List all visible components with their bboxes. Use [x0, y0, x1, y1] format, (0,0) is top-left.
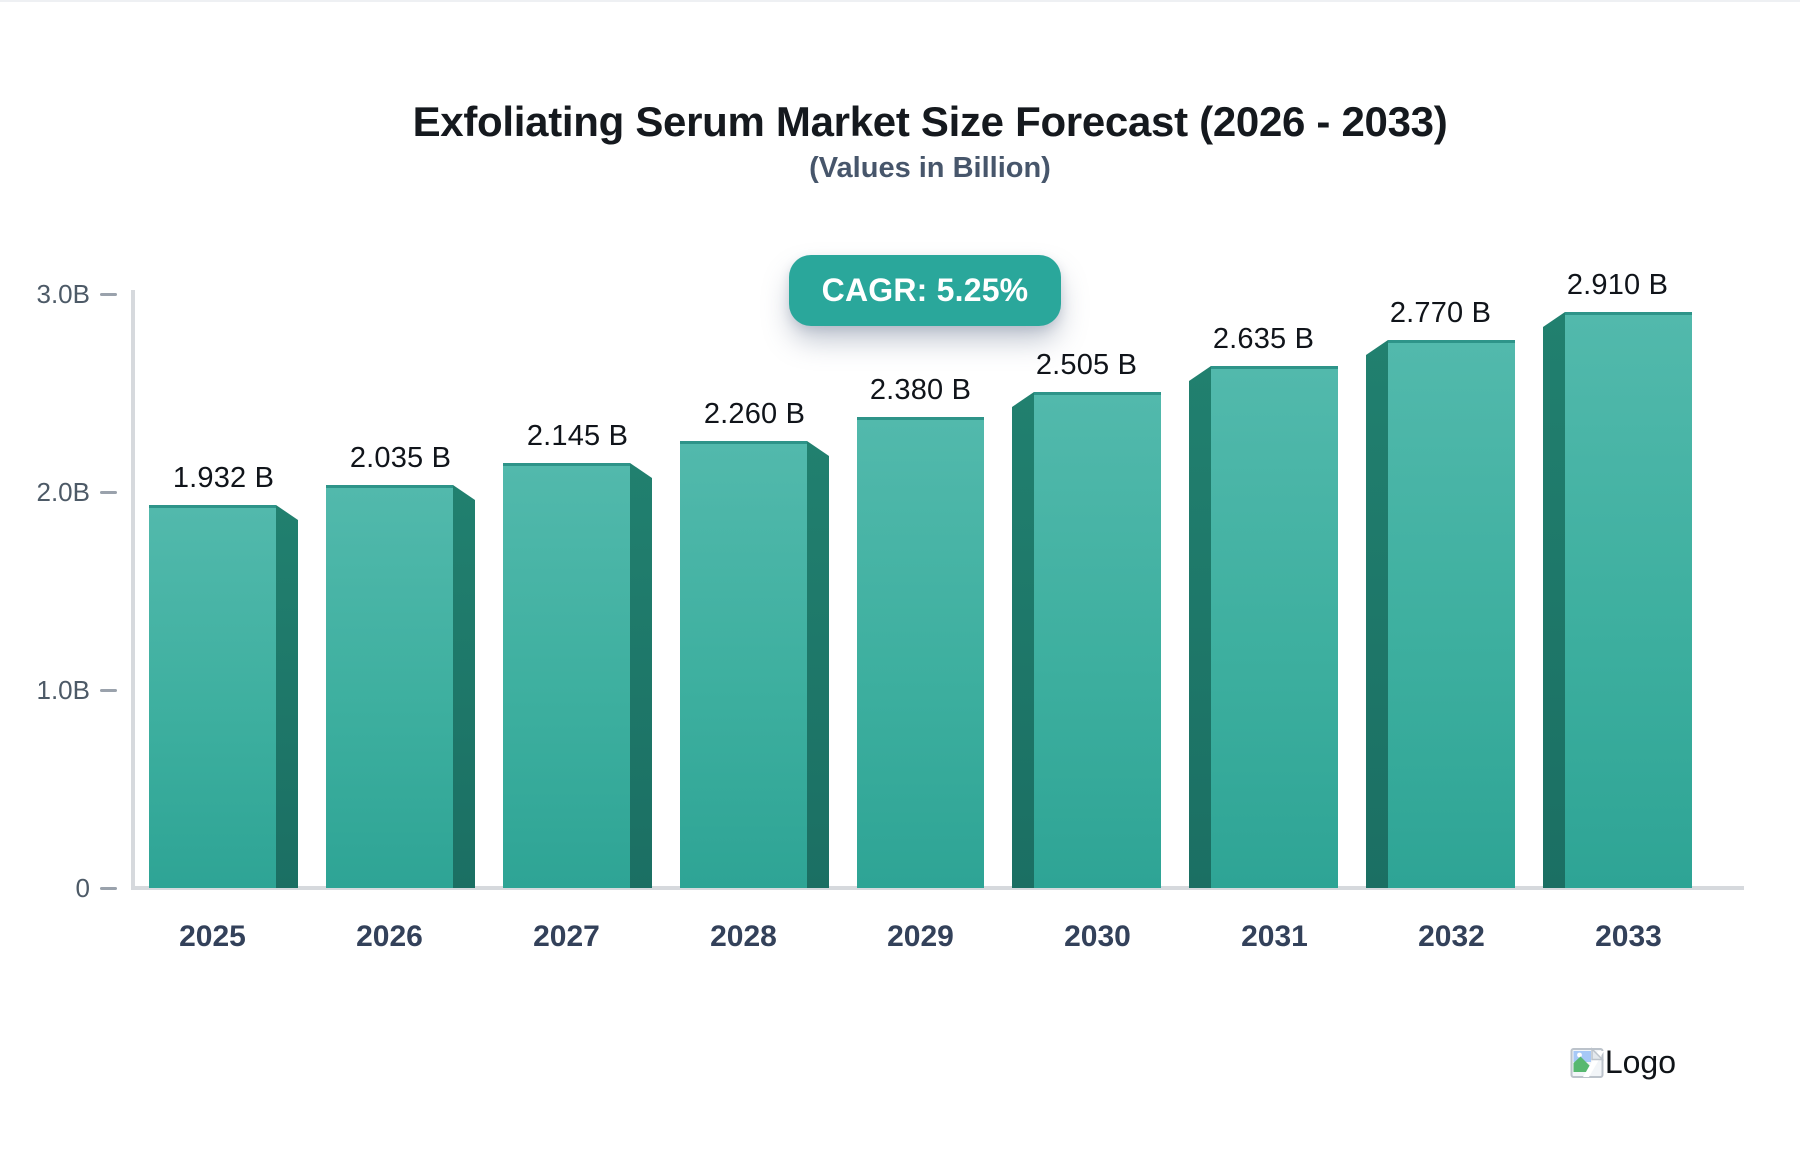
bar-value-label: 2.145 B — [526, 420, 629, 452]
bar-face — [503, 463, 630, 888]
bar-face — [857, 417, 984, 888]
bar-side — [276, 505, 298, 888]
bar-side — [1543, 312, 1565, 888]
y-tick-label: 3.0B — [36, 279, 91, 309]
y-tick-dash — [100, 490, 117, 494]
bar-side — [453, 485, 475, 888]
x-axis-label-2029: 2029 — [887, 920, 954, 953]
bar-value-label: 2.380 B — [869, 374, 972, 406]
bar-value-label: 2.505 B — [1035, 349, 1138, 381]
bar-2031 — [1189, 366, 1338, 888]
bar-face — [1565, 312, 1692, 888]
bar-2025 — [149, 505, 298, 888]
bar-value-label: 2.260 B — [703, 398, 806, 430]
y-tick-dash — [100, 688, 117, 692]
x-axis-label-2032: 2032 — [1418, 920, 1485, 953]
x-axis-label-2027: 2027 — [533, 920, 600, 953]
bar-face — [680, 441, 807, 888]
bar-value-label: 2.910 B — [1566, 269, 1669, 301]
logo: Logo — [1570, 1042, 1676, 1082]
bar-face — [1211, 366, 1338, 888]
broken-image-icon — [1570, 1047, 1604, 1078]
y-tick-dash — [100, 886, 117, 890]
bar-face — [1034, 392, 1161, 888]
bar-side — [630, 463, 652, 888]
chart-subtitle: (Values in Billion) — [809, 152, 1051, 184]
x-axis-label-2026: 2026 — [356, 920, 423, 953]
bar-value-label: 2.635 B — [1212, 323, 1315, 355]
bar-face — [1388, 340, 1515, 888]
bar-2026 — [326, 485, 475, 888]
bar-2028 — [680, 441, 829, 888]
x-axis-label-2025: 2025 — [179, 920, 246, 953]
logo-text: Logo — [1604, 1044, 1676, 1080]
y-tick-dash — [100, 292, 117, 296]
x-axis-label-2028: 2028 — [710, 920, 777, 953]
x-axis-label-2031: 2031 — [1241, 920, 1308, 953]
bar-value-label: 2.770 B — [1389, 297, 1492, 329]
bar-2033 — [1543, 312, 1692, 888]
bar-2032 — [1366, 340, 1515, 888]
bar-value-label: 1.932 B — [172, 462, 275, 494]
y-tick-label: 1.0B — [36, 675, 91, 705]
bar-face — [149, 505, 276, 888]
bar-face — [326, 485, 453, 888]
x-axis-line — [131, 886, 1744, 890]
bar-side — [807, 441, 829, 888]
bar-side — [1189, 366, 1211, 888]
bar-2027 — [503, 463, 652, 888]
bar-side — [1366, 340, 1388, 888]
x-axis-label-2030: 2030 — [1064, 920, 1131, 953]
chart-title: Exfoliating Serum Market Size Forecast (… — [412, 98, 1448, 145]
bar-2030 — [1012, 392, 1161, 888]
y-tick-label: 2.0B — [36, 477, 91, 507]
y-tick-label: 0 — [75, 873, 90, 903]
bar-value-label: 2.035 B — [349, 442, 452, 474]
bar-2029 — [857, 417, 984, 888]
cagr-badge: CAGR: 5.25% — [789, 255, 1061, 326]
y-axis-line — [131, 290, 135, 890]
x-axis-label-2033: 2033 — [1595, 920, 1662, 953]
bar-side — [1012, 392, 1034, 888]
